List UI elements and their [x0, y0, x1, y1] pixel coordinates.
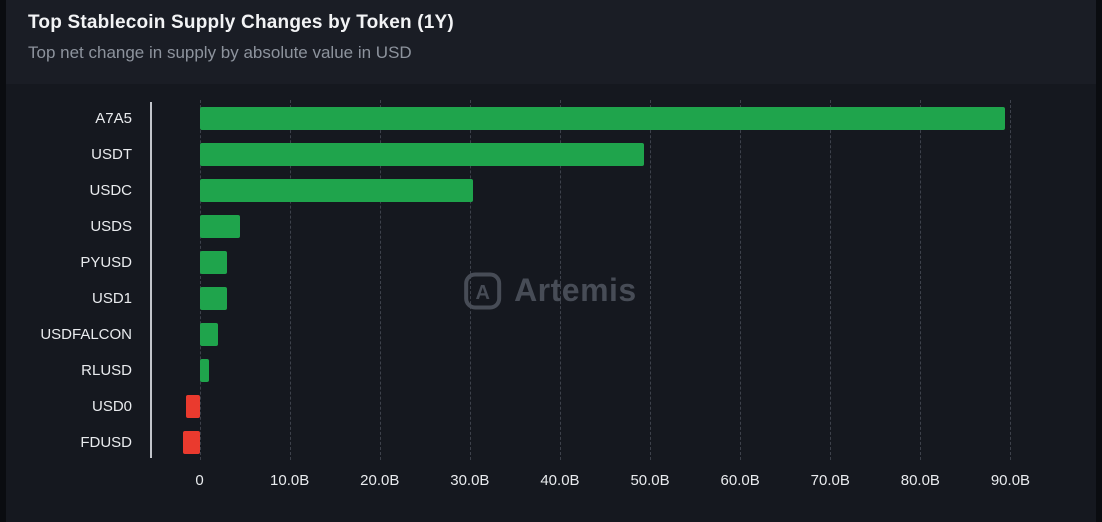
gridline	[289, 100, 291, 460]
artemis-logo-icon: A	[464, 272, 502, 310]
bar-chart: A7A5 USDT USDC USDS PYUSD USD1 USDFALCON RLUSD U…	[0, 100, 1102, 489]
bar[interactable]	[199, 142, 644, 166]
y-axis-label: USDC	[89, 181, 132, 199]
artemis-watermark: A Artemis	[464, 272, 637, 310]
gridline	[650, 100, 652, 460]
gridline	[379, 100, 381, 460]
gridline	[830, 100, 832, 460]
bar[interactable]	[199, 286, 228, 310]
artemis-wordmark: Artemis	[514, 272, 637, 309]
x-axis-tick-label: 60.0B	[720, 472, 760, 489]
x-axis-tick-label: 70.0B	[810, 472, 850, 489]
x-axis-tick-label: 20.0B	[360, 472, 400, 489]
x-axis-tick-label: 80.0B	[900, 472, 940, 489]
bar[interactable]	[199, 178, 474, 202]
gridline	[199, 100, 201, 460]
gridline	[469, 100, 471, 460]
bar[interactable]	[199, 322, 218, 346]
bar[interactable]	[199, 214, 241, 238]
y-axis-label: RLUSD	[81, 361, 132, 379]
bar[interactable]	[186, 394, 200, 418]
y-axis-label: USDT	[91, 145, 132, 163]
plot-area: A Artemis 0 10.0B 20.0B 30.0B 40.0B 50.0B 60.0…	[150, 100, 1060, 489]
x-axis-tick-label: 0	[195, 472, 204, 489]
y-axis-label: USDFALCON	[40, 325, 132, 343]
x-axis-tick-label: 50.0B	[630, 472, 670, 489]
x-axis-tick-label: 30.0B	[450, 472, 490, 489]
bar[interactable]	[199, 250, 227, 274]
bar[interactable]	[183, 430, 200, 454]
gridline	[559, 100, 561, 460]
svg-text:A: A	[476, 282, 490, 304]
gridline	[1010, 100, 1012, 460]
y-axis-labels: A7A5 USDT USDC USDS PYUSD USD1 USDFALCON RLUSD U…	[0, 100, 150, 460]
bar[interactable]	[199, 358, 210, 382]
x-axis-tick-label: 90.0B	[990, 472, 1031, 489]
chart-title: Top Stablecoin Supply Changes by Token (…	[28, 12, 454, 33]
y-axis-label: USD0	[91, 397, 132, 415]
chart-subtitle: Top net change in supply by absolute val…	[28, 43, 412, 62]
y-axis-label: USDS	[90, 217, 132, 235]
right-edge-strip	[1096, 0, 1102, 522]
x-axis-tick-label: 40.0B	[540, 472, 580, 489]
x-axis-tick-label: 10.0B	[270, 472, 310, 489]
left-edge-strip	[0, 0, 6, 522]
bar[interactable]	[199, 106, 1006, 130]
y-axis-line	[150, 102, 152, 458]
y-axis-label: A7A5	[95, 109, 132, 127]
gridline	[740, 100, 742, 460]
y-axis-label: USD1	[91, 289, 132, 307]
chart-header: Top Stablecoin Supply Changes by Token (…	[0, 0, 1102, 84]
y-axis-label: PYUSD	[80, 253, 132, 271]
gridline	[920, 100, 922, 460]
y-axis-label: FDUSD	[80, 433, 132, 451]
